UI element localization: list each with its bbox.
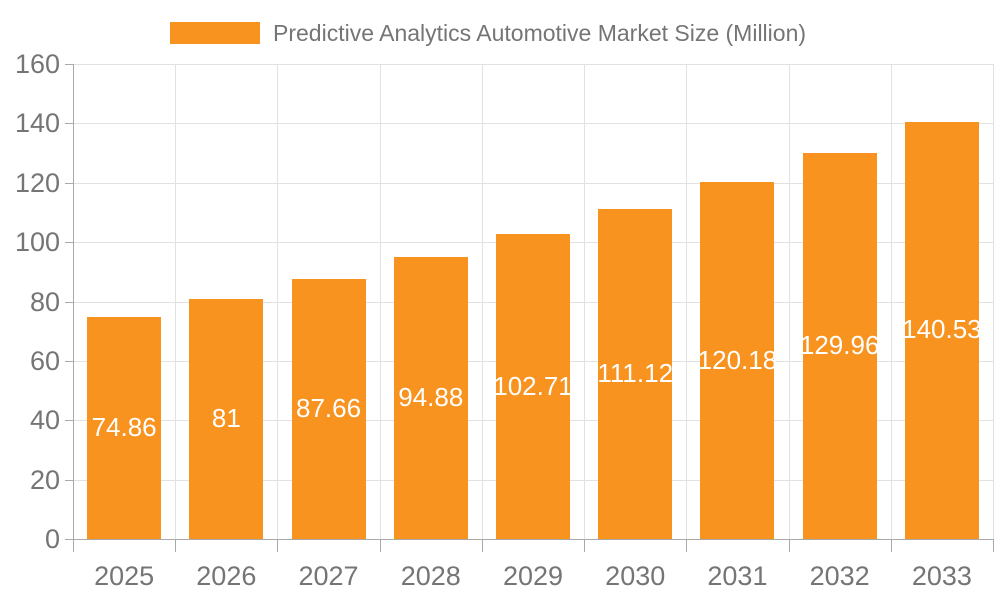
x-axis-label: 2031 bbox=[707, 561, 768, 591]
x-axis-tick bbox=[379, 539, 381, 552]
x-axis-label: 2026 bbox=[196, 561, 257, 591]
bar bbox=[496, 234, 570, 539]
y-axis-label: 140 bbox=[14, 108, 60, 139]
y-axis-tick bbox=[65, 479, 73, 481]
x-gridline bbox=[788, 64, 790, 539]
y-axis-label: 120 bbox=[14, 167, 60, 198]
y-axis-tick bbox=[65, 182, 73, 184]
x-gridline bbox=[993, 64, 994, 539]
y-axis-tick bbox=[65, 539, 73, 540]
x-axis-tick bbox=[481, 539, 483, 552]
x-axis-label: 2033 bbox=[911, 561, 972, 591]
x-gridline bbox=[686, 64, 688, 539]
y-axis-label: 160 bbox=[14, 49, 60, 79]
y-axis-label: 100 bbox=[14, 227, 60, 258]
bar-value-label: 74.86 bbox=[91, 411, 157, 442]
bar-value-label: 111.12 bbox=[597, 358, 674, 389]
bar bbox=[700, 182, 775, 539]
x-axis-tick bbox=[175, 539, 177, 552]
x-axis-tick bbox=[686, 539, 688, 552]
chart-legend: Predictive Analytics Automotive Market S… bbox=[170, 19, 807, 46]
y-axis-label: 60 bbox=[29, 345, 60, 376]
bar bbox=[189, 298, 264, 539]
x-axis-label: 2025 bbox=[94, 561, 155, 591]
bar bbox=[291, 278, 366, 539]
x-axis-label: 2027 bbox=[298, 561, 359, 591]
bar bbox=[598, 209, 673, 539]
y-axis-tick bbox=[65, 420, 73, 422]
bar-value-label: 129.96 bbox=[799, 330, 880, 361]
y-axis-label: 80 bbox=[29, 286, 60, 317]
x-axis-tick bbox=[788, 539, 790, 552]
y-axis-label: 0 bbox=[44, 524, 60, 554]
bar bbox=[393, 257, 468, 539]
y-axis-tick bbox=[65, 123, 73, 125]
x-axis-label: 2032 bbox=[809, 561, 870, 591]
x-gridline bbox=[890, 64, 892, 539]
bar-value-label: 87.66 bbox=[296, 392, 362, 423]
y-axis-tick bbox=[65, 301, 73, 303]
y-gridline bbox=[73, 182, 993, 184]
x-gridline bbox=[379, 64, 381, 539]
y-axis-label: 40 bbox=[29, 405, 60, 436]
y-axis-tick bbox=[65, 242, 73, 244]
x-gridline bbox=[277, 64, 279, 539]
x-gridline bbox=[481, 64, 483, 539]
y-gridline bbox=[73, 64, 993, 65]
y-axis-tick bbox=[65, 360, 73, 362]
x-axis-label: 2030 bbox=[605, 561, 666, 591]
bar-value-label: 140.53 bbox=[902, 314, 982, 345]
bar-value-label: 102.71 bbox=[493, 370, 573, 401]
bar-value-label: 81 bbox=[211, 402, 241, 433]
y-axis-tick bbox=[65, 64, 73, 65]
y-gridline bbox=[73, 123, 993, 125]
x-axis-label: 2029 bbox=[502, 561, 564, 591]
legend-label: Predictive Analytics Automotive Market S… bbox=[273, 19, 807, 46]
x-axis-line bbox=[73, 539, 993, 540]
y-axis-label: 20 bbox=[29, 464, 60, 495]
x-axis-tick bbox=[584, 539, 586, 552]
x-axis-tick bbox=[993, 539, 994, 552]
x-gridline bbox=[175, 64, 177, 539]
x-gridline bbox=[584, 64, 586, 539]
bar-value-label: 94.88 bbox=[398, 382, 464, 413]
bar bbox=[87, 316, 162, 539]
bar-value-label: 120.18 bbox=[697, 344, 778, 375]
bar bbox=[904, 121, 979, 539]
x-axis-tick bbox=[890, 539, 892, 552]
y-axis-line bbox=[73, 64, 74, 552]
x-axis-label: 2028 bbox=[400, 561, 461, 591]
legend-swatch-icon bbox=[170, 22, 260, 44]
x-axis-tick bbox=[277, 539, 279, 552]
bar bbox=[802, 153, 877, 539]
